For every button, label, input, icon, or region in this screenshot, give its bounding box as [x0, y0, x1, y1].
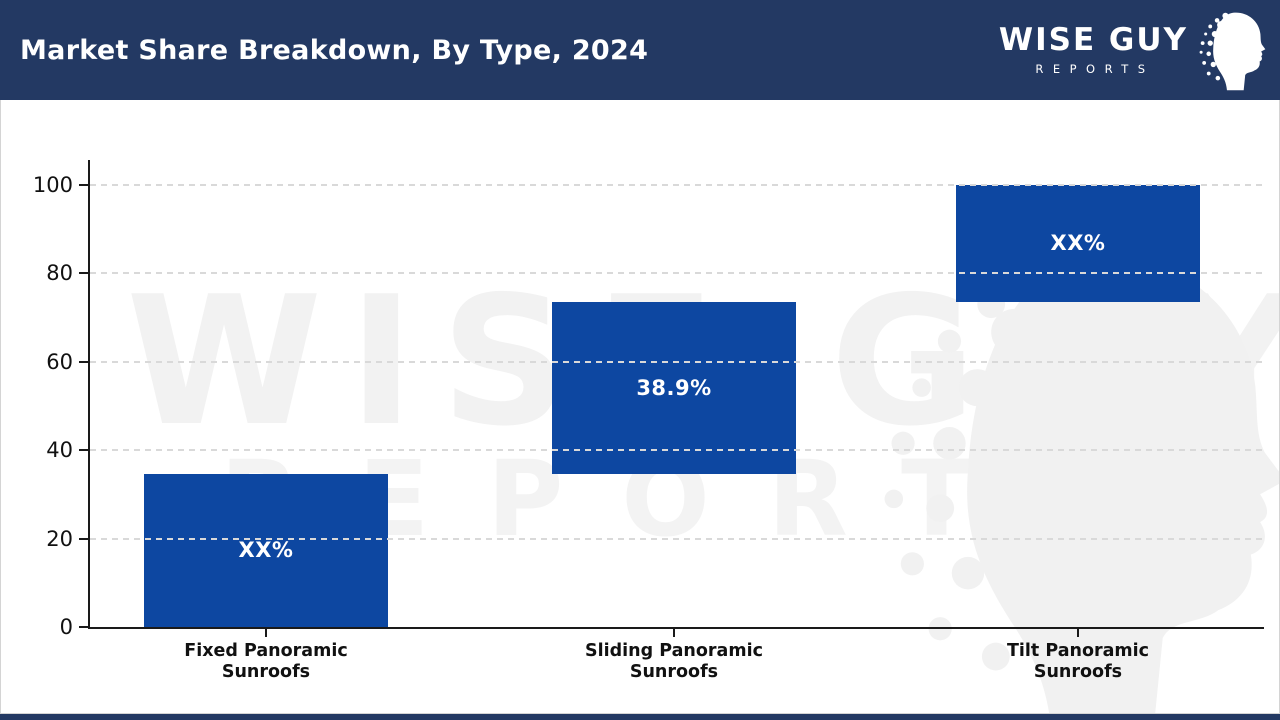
- gridline: [90, 449, 1264, 452]
- gridline: [90, 272, 1264, 275]
- x-category-label-line: Sunroofs: [1033, 662, 1123, 682]
- x-category-label-line: Sunroofs: [629, 662, 719, 682]
- x-category-label: Sliding Panoramic Sunroofs: [514, 641, 834, 683]
- y-tick-label: 80: [46, 261, 73, 286]
- logo-wordmark: WISE GUY: [998, 21, 1188, 58]
- bar-segment: [552, 301, 796, 474]
- x-category-label-line: Sliding Panoramic: [585, 641, 763, 661]
- x-category-label-line: Sunroofs: [221, 662, 311, 682]
- x-axis-tick: [265, 629, 267, 637]
- footer-band: [0, 714, 1280, 720]
- bar-value-label: 38.9%: [636, 375, 712, 400]
- y-axis-tick: [79, 183, 90, 186]
- x-category-label-line: Fixed Panoramic: [184, 641, 348, 661]
- y-axis-tick: [79, 449, 90, 452]
- y-tick-label: 60: [46, 349, 73, 374]
- x-axis-tick: [1077, 629, 1079, 637]
- y-tick-label: 0: [59, 615, 73, 639]
- x-axis-tick: [673, 629, 675, 637]
- bar-segment: [956, 184, 1200, 302]
- bar-value-label: XX%: [238, 538, 294, 563]
- logo-text: WISE GUY REPORTS: [998, 21, 1188, 76]
- y-axis-tick: [79, 537, 90, 540]
- y-tick-label: 100: [32, 172, 73, 197]
- y-tick-label: 20: [46, 526, 73, 551]
- gridline: [90, 183, 1264, 186]
- dotted-face-logo-icon: [1199, 12, 1266, 91]
- bar-value-label: XX%: [1050, 231, 1106, 256]
- x-category-label: Tilt Panoramic Sunroofs: [918, 641, 1238, 683]
- x-category-label: Fixed Panoramic Sunroofs: [106, 641, 426, 683]
- y-tick-label: 40: [46, 438, 73, 463]
- gridline: [90, 537, 1264, 540]
- header-band: Market Share Breakdown, By Type, 2024 WI…: [0, 0, 1280, 100]
- x-category-label-line: Tilt Panoramic: [1006, 641, 1150, 661]
- y-axis-tick: [79, 626, 90, 628]
- frame-border-bottom: [0, 713, 1280, 714]
- y-axis-tick: [79, 360, 90, 363]
- gridline: [90, 360, 1264, 363]
- page-title: Market Share Breakdown, By Type, 2024: [20, 34, 649, 66]
- plot-area: XX% Fixed Panoramic Sunroofs 38.9% Sliding P…: [33, 160, 1264, 682]
- bar-segment: [144, 474, 388, 627]
- frame-border-left: [0, 100, 1, 720]
- wise-guy-logo: WISE GUY REPORTS: [999, 8, 1268, 92]
- y-axis-tick: [79, 272, 90, 275]
- logo-subtitle: REPORTS: [1035, 61, 1155, 76]
